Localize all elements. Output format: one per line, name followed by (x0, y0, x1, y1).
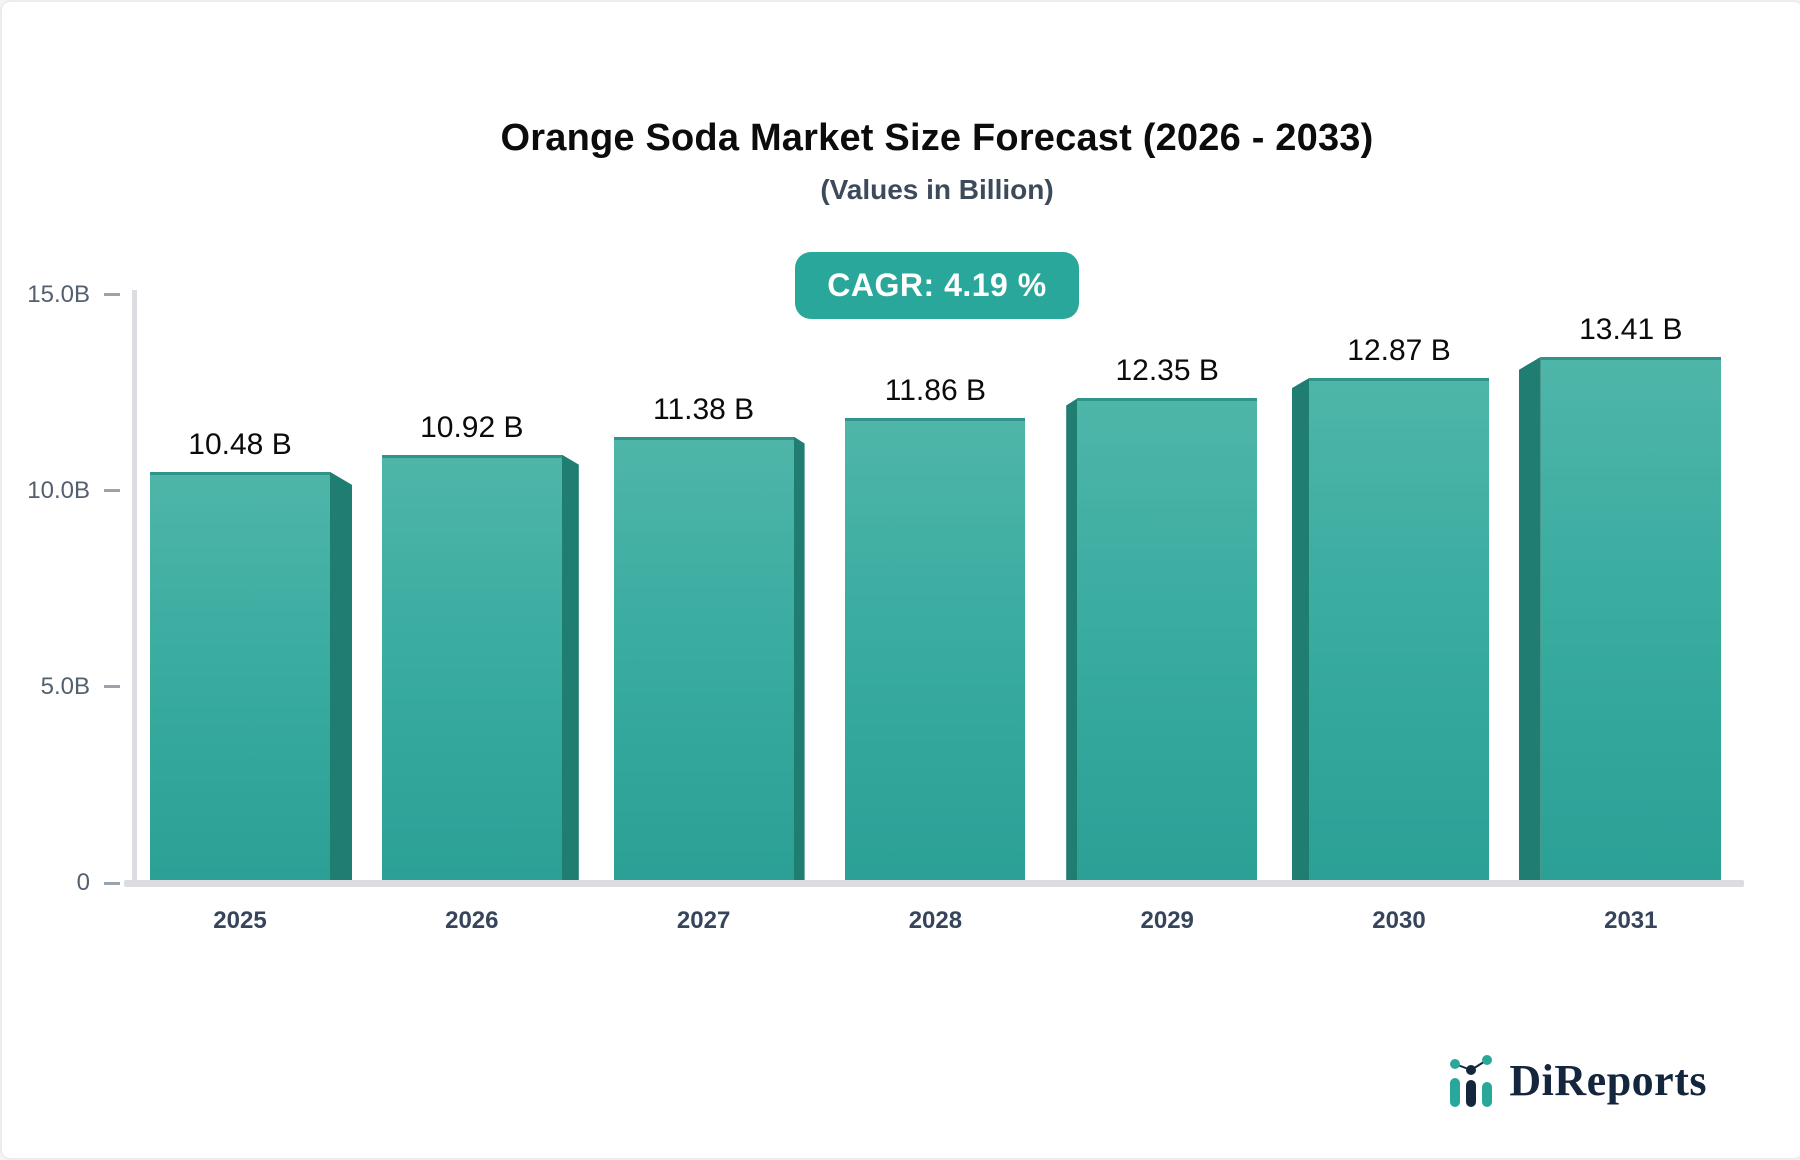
bar-side-bevel (330, 471, 352, 880)
cagr-badge-row: CAGR: 4.19 % (72, 252, 1800, 319)
bar-side-bevel (1292, 378, 1309, 880)
y-axis-label: 0 (76, 869, 90, 896)
y-axis-label: 15.0B (27, 280, 90, 308)
direports-logo-icon (1450, 1055, 1493, 1107)
y-axis-line (132, 290, 137, 887)
bar-value-label: 11.38 B (652, 392, 755, 426)
bar-face (381, 454, 562, 880)
direports-logo: DiReports (1449, 1053, 1707, 1107)
x-axis-label: 2028 (908, 907, 963, 934)
bar[interactable] (1518, 356, 1721, 880)
x-axis-label: 2026 (445, 907, 499, 934)
y-axis-tick (104, 489, 120, 493)
bar-value-label: 12.35 B (1115, 354, 1219, 388)
bar-face (1077, 398, 1258, 880)
x-axis-label: 2030 (1372, 907, 1426, 934)
bar-value-label: 10.92 B (420, 410, 524, 444)
bar[interactable] (613, 436, 805, 880)
bar[interactable] (845, 417, 1026, 880)
bar-face (613, 436, 794, 880)
bar[interactable] (381, 454, 579, 880)
bar-side-bevel (1518, 356, 1541, 880)
bar-value-label: 13.41 B (1579, 312, 1683, 346)
bar-side-bevel (561, 454, 579, 880)
bar-face (1540, 356, 1721, 880)
chart-subtitle: (Values in Billion) (820, 174, 1054, 205)
y-axis-label: 10.0B (27, 476, 90, 504)
bar[interactable] (1066, 398, 1258, 880)
bar-face (1309, 378, 1489, 880)
bar-value-label: 12.87 B (1347, 334, 1451, 368)
bar-value-label: 10.48 B (188, 427, 292, 461)
bar[interactable] (1292, 378, 1489, 880)
y-axis-tick (104, 685, 120, 689)
cagr-badge: CAGR: 4.19 % (795, 252, 1079, 319)
bar-face (845, 417, 1026, 880)
y-axis-tick (104, 293, 120, 296)
direports-logo-text: DiReports (1509, 1055, 1707, 1105)
bar[interactable] (150, 471, 352, 880)
x-axis-label: 2031 (1604, 907, 1658, 934)
y-axis-label: 5.0B (40, 672, 90, 700)
x-axis-label: 2025 (213, 907, 267, 934)
bar-value-label: 11.86 B (884, 373, 986, 407)
x-axis-label: 2027 (676, 907, 731, 934)
x-axis-baseline (124, 880, 1744, 887)
y-axis-tick (104, 881, 120, 885)
bar-face (150, 471, 330, 880)
chart-title: Orange Soda Market Size Forecast (2026 -… (500, 117, 1374, 159)
x-axis-label: 2029 (1140, 907, 1194, 934)
bar-side-bevel (1066, 398, 1078, 880)
bar-side-bevel (793, 436, 805, 880)
